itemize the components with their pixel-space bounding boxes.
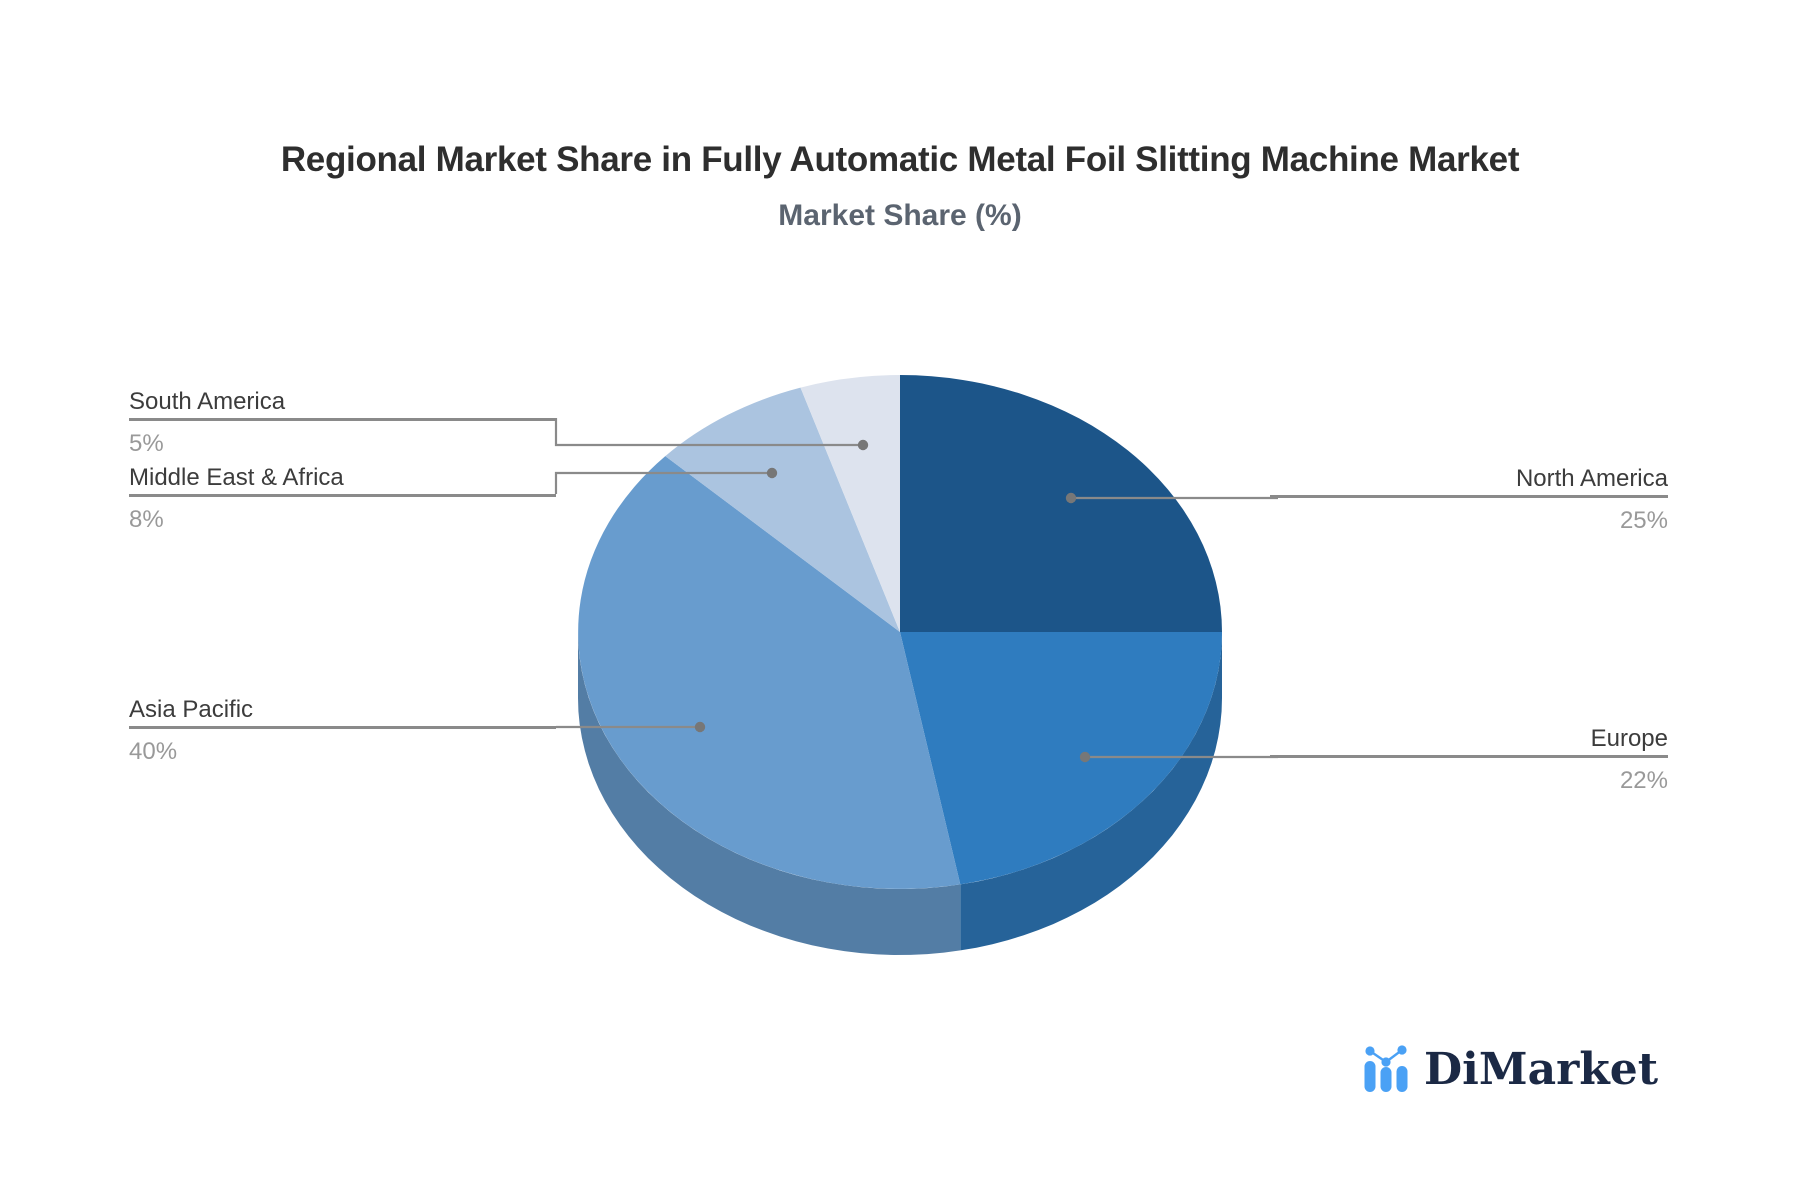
pie-slice-south-america[interactable] [800, 375, 901, 632]
slice-name: Asia Pacific [129, 697, 556, 729]
pie-slice-middle-east-africa[interactable] [665, 387, 900, 632]
slice-label-europe: Europe 22% [1270, 726, 1668, 795]
leader-line-south-america [554, 418, 863, 447]
pie-slice-side-europe [960, 632, 1222, 951]
leader-dot-asia-pacific [694, 721, 706, 733]
slice-percent: 8% [129, 506, 164, 533]
chart-title: Regional Market Share in Fully Automatic… [280, 140, 1520, 179]
pie-slice-side-asia-pacific [578, 632, 961, 955]
slice-label-south-america: South America 5% [129, 389, 556, 458]
brand-name: DiMarket [1424, 1044, 1659, 1095]
bar-line-chart-logo-icon [1364, 1045, 1408, 1092]
leader-dot-europe [1079, 751, 1091, 763]
pie-slice-europe[interactable] [900, 632, 1222, 885]
slice-percent: 40% [129, 738, 178, 765]
leader-dot-middle-east-africa [766, 467, 778, 479]
brand-logo: DiMarket [1364, 1042, 1658, 1098]
leader-dot-north-america [1065, 492, 1077, 504]
slice-name: Middle East & Africa [129, 465, 556, 497]
leader-line-middle-east-africa [554, 471, 772, 494]
leader-dot-south-america [857, 439, 869, 451]
pie-slice-asia-pacific[interactable] [578, 456, 961, 889]
slice-label-north-america: North America 25% [1270, 466, 1668, 535]
slice-name: South America [129, 389, 556, 421]
slice-label-asia-pacific: Asia Pacific 40% [129, 697, 556, 766]
slice-percent: 5% [129, 430, 164, 457]
slice-percent: 25% [1619, 507, 1668, 534]
chart-subtitle: Market Share (%) [778, 199, 1022, 232]
slice-name: North America [1270, 466, 1668, 498]
slice-name: Europe [1270, 726, 1668, 758]
slice-percent: 22% [1619, 767, 1668, 794]
slice-label-middle-east-africa: Middle East & Africa 8% [129, 465, 556, 534]
pie-slice-north-america[interactable] [900, 375, 1222, 632]
